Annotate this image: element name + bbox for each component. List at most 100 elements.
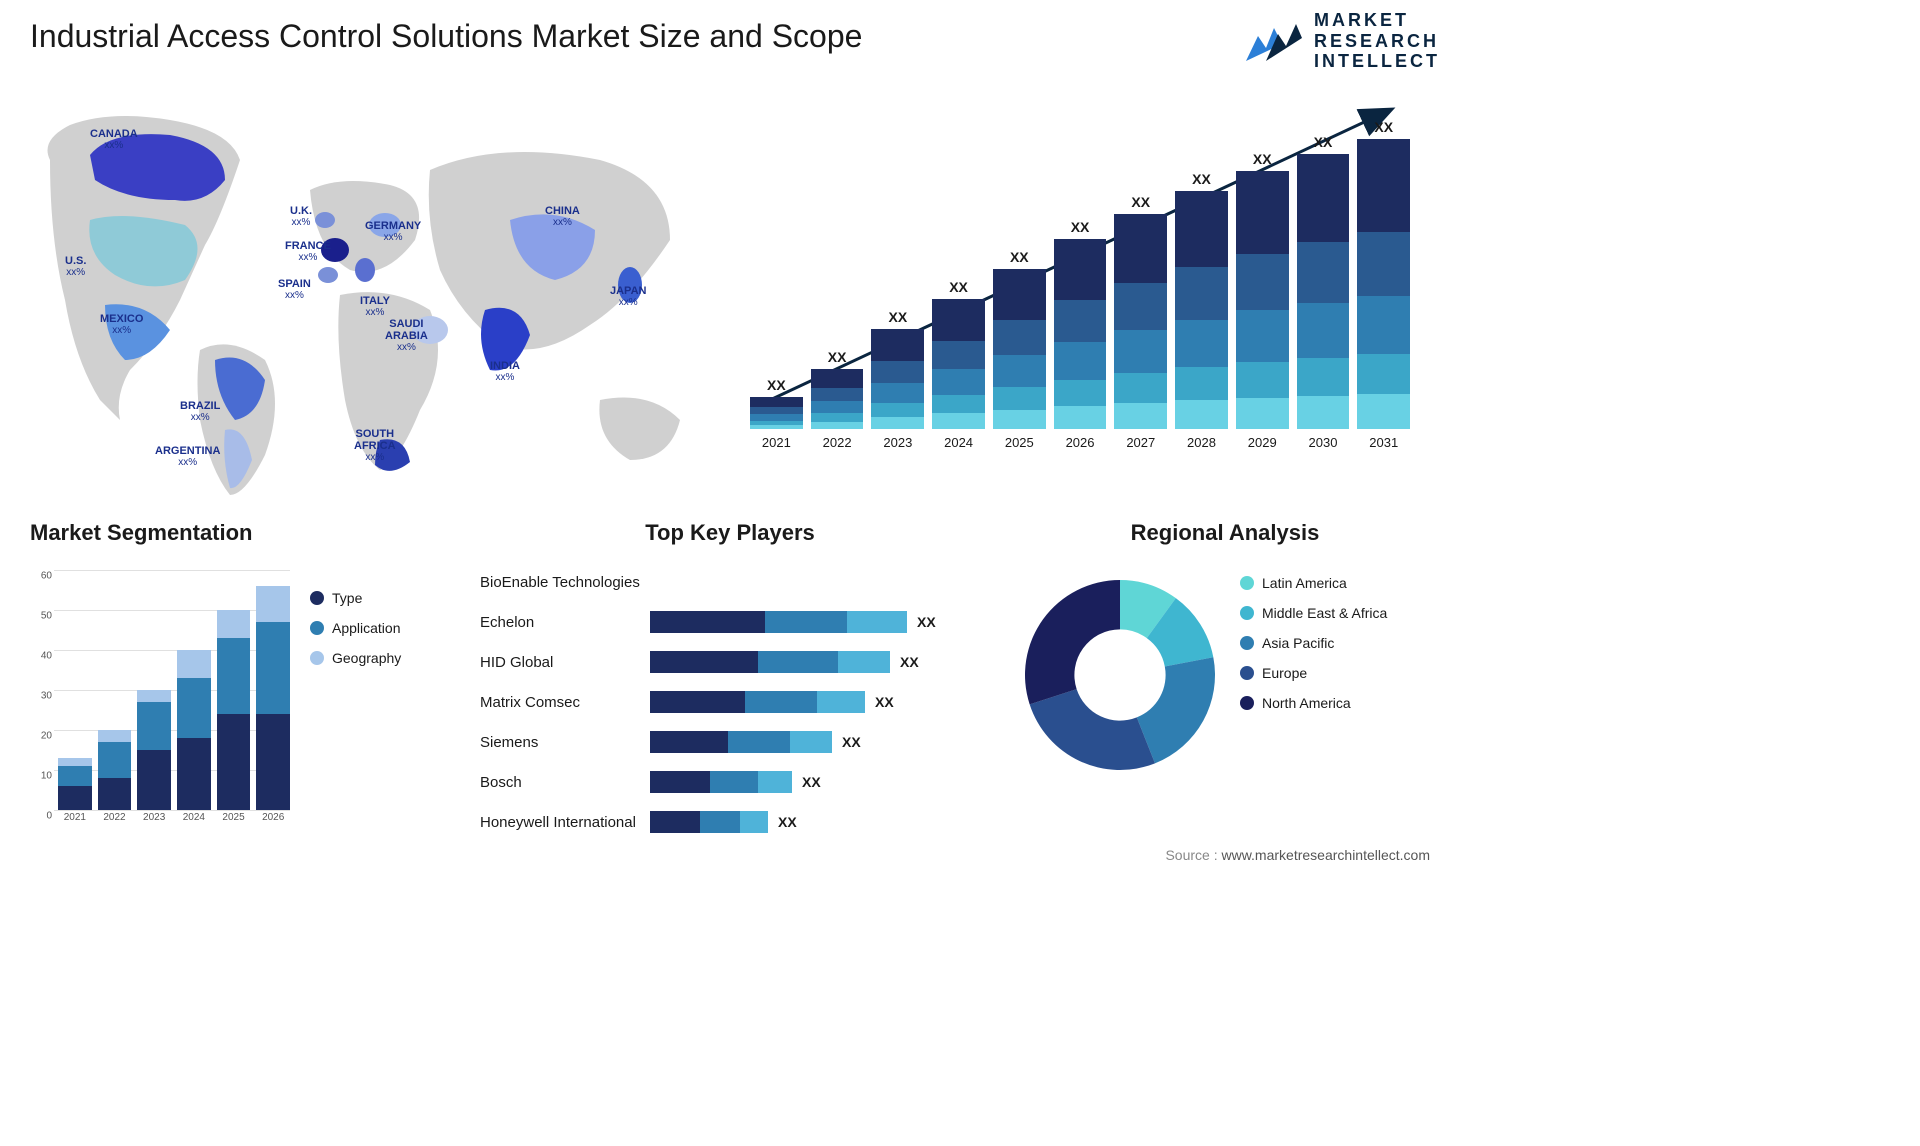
map-label-china: CHINAxx% bbox=[545, 205, 580, 228]
key-player-row: Siemens XX bbox=[480, 722, 980, 762]
seg-bar-seg bbox=[256, 714, 290, 810]
legend-label: Asia Pacific bbox=[1262, 635, 1334, 651]
forecast-bar-label: XX bbox=[1192, 171, 1211, 187]
key-player-bar bbox=[650, 651, 890, 673]
seg-bar-seg bbox=[137, 750, 171, 810]
legend-label: Application bbox=[332, 620, 401, 636]
map-label-argentina: ARGENTINAxx% bbox=[155, 445, 220, 468]
key-player-bar-seg bbox=[650, 611, 765, 633]
segmentation-legend: TypeApplicationGeography bbox=[310, 590, 401, 680]
forecast-bar-seg bbox=[1175, 320, 1228, 368]
legend-label: Geography bbox=[332, 650, 401, 666]
seg-bar-seg bbox=[137, 702, 171, 750]
forecast-bar-seg bbox=[1357, 394, 1410, 429]
key-player-bar-seg bbox=[650, 731, 728, 753]
key-player-bar-seg bbox=[650, 811, 700, 833]
forecast-bar-seg bbox=[1175, 191, 1228, 267]
forecast-bar-seg bbox=[1114, 330, 1167, 373]
forecast-bar-label: XX bbox=[767, 377, 786, 393]
forecast-year-label: 2025 bbox=[1005, 435, 1034, 450]
key-player-bar-seg bbox=[758, 651, 838, 673]
key-player-value: XX bbox=[842, 734, 861, 750]
forecast-bar-seg bbox=[1236, 362, 1289, 398]
forecast-bar-seg bbox=[1357, 354, 1410, 395]
seg-bar-seg bbox=[217, 714, 251, 810]
map-label-italy: ITALYxx% bbox=[360, 295, 390, 318]
forecast-bar-2022: XX2022 bbox=[811, 349, 864, 450]
seg-year-label: 2021 bbox=[58, 812, 92, 830]
forecast-bar-seg bbox=[932, 413, 985, 429]
forecast-bar-2031: XX2031 bbox=[1357, 119, 1410, 450]
forecast-bar-label: XX bbox=[949, 279, 968, 295]
key-player-barwrap: XX bbox=[650, 611, 980, 633]
seg-bar-seg bbox=[58, 758, 92, 766]
seg-ytick: 0 bbox=[30, 811, 52, 822]
forecast-year-label: 2023 bbox=[883, 435, 912, 450]
forecast-bar-seg bbox=[811, 388, 864, 401]
legend-swatch bbox=[1240, 636, 1254, 650]
key-player-value: XX bbox=[900, 654, 919, 670]
donut-slice bbox=[1025, 580, 1120, 704]
forecast-bar-seg bbox=[932, 369, 985, 395]
legend-swatch bbox=[1240, 666, 1254, 680]
seg-bar-seg bbox=[217, 638, 251, 714]
forecast-bar-seg bbox=[1297, 396, 1350, 429]
world-map: CANADAxx%U.S.xx%MEXICOxx%BRAZILxx%ARGENT… bbox=[30, 100, 710, 500]
key-player-bar-seg bbox=[710, 771, 758, 793]
key-players-section: Top Key Players BioEnable TechnologiesEc… bbox=[480, 520, 980, 842]
seg-bar-seg bbox=[98, 742, 132, 778]
seg-ytick: 10 bbox=[30, 771, 52, 782]
key-player-barwrap: XX bbox=[650, 691, 980, 713]
forecast-bar-seg bbox=[1054, 300, 1107, 342]
forecast-bar-seg bbox=[993, 269, 1046, 320]
forecast-bar-seg bbox=[1054, 380, 1107, 407]
segmentation-chart: 202120222023202420252026 0102030405060 bbox=[30, 570, 290, 830]
seg-ytick: 40 bbox=[30, 651, 52, 662]
legend-label: Latin America bbox=[1262, 575, 1347, 591]
legend-swatch bbox=[310, 651, 324, 665]
key-player-row: EchelonXX bbox=[480, 602, 980, 642]
segmentation-section: Market Segmentation 20212022202320242025… bbox=[30, 520, 450, 546]
logo-line2: RESEARCH bbox=[1314, 31, 1440, 52]
seg-bar-seg bbox=[137, 690, 171, 702]
key-player-value: XX bbox=[875, 694, 894, 710]
key-player-bar-seg bbox=[700, 811, 740, 833]
forecast-bar-seg bbox=[1114, 403, 1167, 429]
forecast-bar-seg bbox=[750, 425, 803, 429]
key-player-barwrap: XX bbox=[650, 731, 980, 753]
key-player-name: Matrix Comsec bbox=[480, 694, 650, 711]
seg-ytick: 50 bbox=[30, 611, 52, 622]
forecast-bar-seg bbox=[1054, 406, 1107, 429]
forecast-bar-2024: XX 2024 bbox=[932, 279, 985, 450]
source-attribution: Source : www.marketresearchintellect.com bbox=[1165, 847, 1430, 863]
seg-bar-2024 bbox=[177, 650, 211, 810]
map-label-u-k-: U.K.xx% bbox=[290, 205, 312, 228]
key-player-bar-seg bbox=[728, 731, 790, 753]
key-player-name: Siemens bbox=[480, 734, 650, 751]
logo: MARKET RESEARCH INTELLECT bbox=[1244, 10, 1440, 72]
seg-bar-seg bbox=[177, 738, 211, 810]
key-player-bar-seg bbox=[847, 611, 907, 633]
key-player-barwrap: XX bbox=[650, 651, 980, 673]
key-player-bar-seg bbox=[765, 611, 847, 633]
seg-bar-seg bbox=[98, 730, 132, 742]
map-label-saudi-arabia: SAUDIARABIAxx% bbox=[385, 318, 428, 353]
seg-bar-2021 bbox=[58, 758, 92, 810]
regional-section: Regional Analysis Latin AmericaMiddle Ea… bbox=[1010, 520, 1440, 546]
key-player-bar-seg bbox=[740, 811, 768, 833]
seg-ytick: 30 bbox=[30, 691, 52, 702]
key-player-bar-seg bbox=[650, 771, 710, 793]
legend-swatch bbox=[1240, 576, 1254, 590]
forecast-bar-seg bbox=[871, 383, 924, 403]
forecast-bar-seg bbox=[1236, 254, 1289, 311]
forecast-bar-seg bbox=[1114, 283, 1167, 330]
seg-bar-2023 bbox=[137, 690, 171, 810]
key-player-bar-seg bbox=[650, 691, 745, 713]
forecast-year-label: 2024 bbox=[944, 435, 973, 450]
forecast-year-label: 2029 bbox=[1248, 435, 1277, 450]
map-label-u-s-: U.S.xx% bbox=[65, 255, 86, 278]
forecast-bar-seg bbox=[750, 407, 803, 414]
seg-bar-2025 bbox=[217, 610, 251, 810]
forecast-bar-seg bbox=[1357, 139, 1410, 232]
seg-ytick: 20 bbox=[30, 731, 52, 742]
